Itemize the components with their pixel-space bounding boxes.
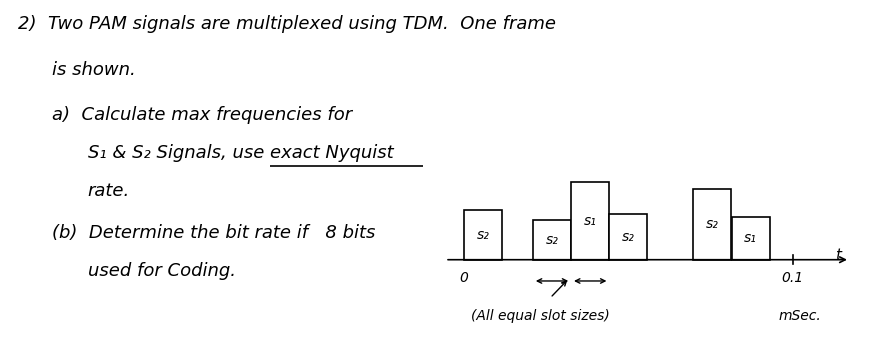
Text: rate.: rate. bbox=[88, 182, 130, 200]
Text: used for Coding.: used for Coding. bbox=[88, 262, 235, 280]
Bar bbox=[609, 214, 648, 260]
Text: 0: 0 bbox=[459, 271, 469, 285]
Bar bbox=[571, 182, 609, 260]
Text: s₂: s₂ bbox=[706, 217, 719, 231]
Bar bbox=[465, 210, 502, 260]
Text: s₂: s₂ bbox=[622, 230, 635, 244]
Text: s₂: s₂ bbox=[546, 233, 558, 247]
Bar bbox=[693, 189, 731, 260]
Bar bbox=[533, 220, 571, 260]
Text: exact Nyquist: exact Nyquist bbox=[270, 144, 393, 162]
Text: (All equal slot sizes): (All equal slot sizes) bbox=[472, 309, 610, 323]
Text: (b)  Determine the bit rate if   8 bits: (b) Determine the bit rate if 8 bits bbox=[52, 224, 376, 242]
Text: a)  Calculate max frequencies for: a) Calculate max frequencies for bbox=[52, 106, 353, 124]
Text: S₁ & S₂ Signals, use: S₁ & S₂ Signals, use bbox=[88, 144, 264, 162]
Text: s₁: s₁ bbox=[744, 231, 757, 245]
Text: s₂: s₂ bbox=[477, 228, 490, 242]
Text: mSec.: mSec. bbox=[779, 309, 822, 323]
Text: 2)  Two PAM signals are multiplexed using TDM.  One frame: 2) Two PAM signals are multiplexed using… bbox=[18, 15, 556, 33]
Text: t: t bbox=[836, 248, 842, 263]
Text: is shown.: is shown. bbox=[52, 61, 136, 79]
Text: 0.1: 0.1 bbox=[781, 271, 803, 285]
Text: s₁: s₁ bbox=[584, 214, 597, 228]
Bar bbox=[732, 217, 770, 260]
